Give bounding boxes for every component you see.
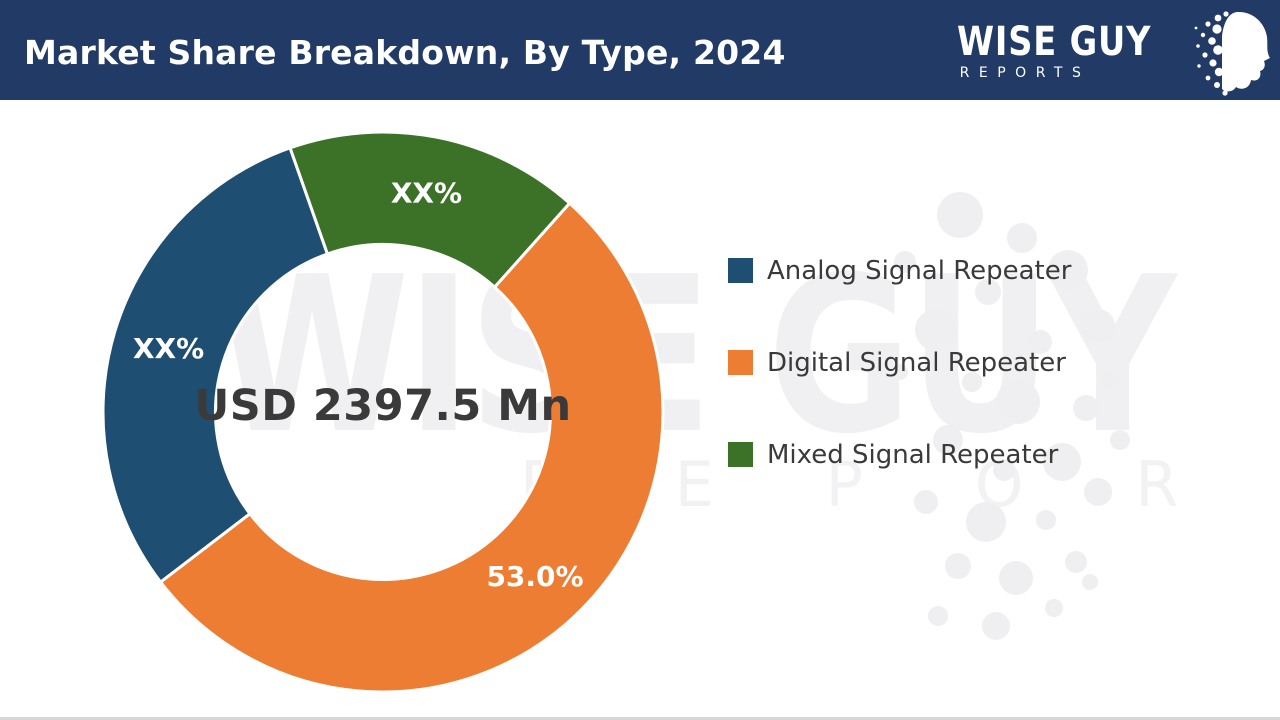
watermark-dot [928,606,948,626]
chart-legend: Analog Signal Repeater Digital Signal Re… [728,255,1072,534]
watermark-dot [1101,371,1119,389]
donut-chart: XX% 53.0% XX% [101,130,665,694]
watermark-dot [975,279,1001,305]
watermark-dot [982,612,1010,640]
legend-label: Analog Signal Repeater [767,255,1072,286]
donut-slice-digital-signal-repeater [158,201,665,694]
watermark-dot [1045,599,1063,617]
watermark-dot [1048,250,1088,290]
page-title: Market Share Breakdown, By Type, 2024 [24,33,786,72]
slice-label: XX% [391,177,462,210]
slice-label: XX% [133,332,204,365]
watermark-dot [914,490,938,514]
watermark-dot [993,459,1015,481]
logo-wordmark: WISE GUY [956,19,1151,65]
watermark-dot [894,251,916,273]
legend-label: Mixed Signal Repeater [767,439,1059,470]
logo-subtitle: REPORTS [959,65,1091,81]
wise-guy-reports-logo: WISE GUY REPORTS [957,6,1270,96]
watermark-dot [1073,395,1099,421]
watermark-dot [999,561,1033,595]
watermark-dot [996,380,1040,424]
watermark-dot [915,309,957,351]
legend-item-mixed: Mixed Signal Repeater [728,439,1071,470]
watermark-dot [1043,443,1081,481]
watermark-dot [1028,330,1052,354]
legend-label: Digital Signal Repeater [767,347,1066,378]
legend-swatch-mixed [728,442,753,467]
watermark-dot [1065,551,1087,573]
watermark-dot [1110,430,1130,450]
chart-center-value: USD 2397.5 Mn [194,381,572,431]
donut-slice-mixed-signal-repeater [288,130,572,290]
watermark-dot [966,502,1006,542]
watermark-dot [937,192,983,238]
logo-head-icon [1194,11,1270,96]
watermark-dot [1081,309,1115,343]
legend-swatch-analog [728,258,753,283]
donut-slice-analog-signal-repeater [101,145,330,585]
watermark-dot [1036,510,1056,530]
watermark-dot [1007,223,1037,253]
watermark-text: WISE GUY [215,230,1176,481]
watermark-dot [933,425,963,455]
watermark-dot [1084,478,1112,506]
legend-item-analog: Analog Signal Repeater [728,255,1072,286]
watermark-dot [892,364,908,380]
slice-label: 53.0% [486,560,583,593]
header-bar: Market Share Breakdown, By Type, 2024 WI… [0,0,1280,100]
legend-item-digital: Digital Signal Repeater [728,347,1071,378]
watermark-dot [945,553,971,579]
legend-swatch-digital [728,350,753,375]
watermark-dot [1082,574,1098,590]
watermark-dot [962,372,982,392]
bottom-divider [0,717,1280,720]
